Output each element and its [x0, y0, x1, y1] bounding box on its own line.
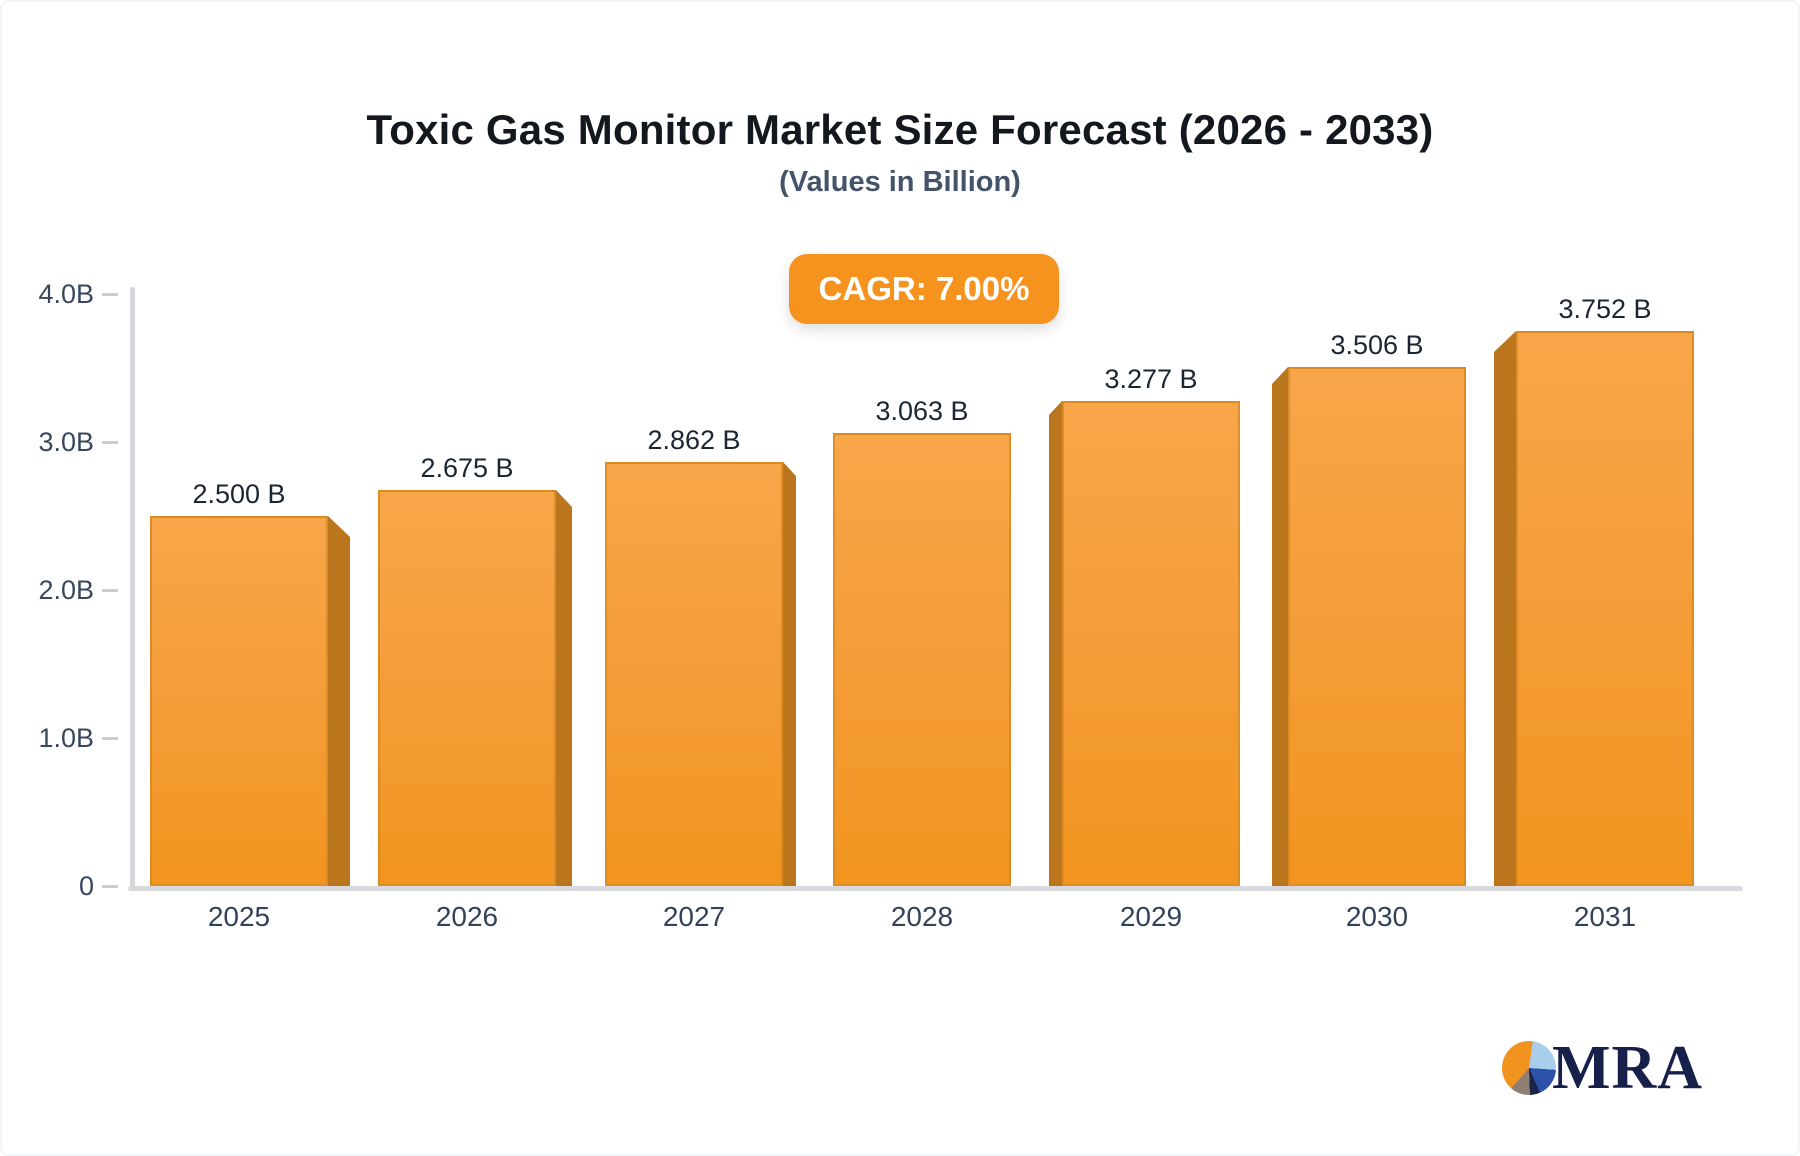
y-axis-tick-mark [102, 441, 118, 444]
bar-side-face [328, 516, 350, 886]
logo-text: MRA [1552, 1034, 1704, 1102]
x-axis-line [128, 886, 1743, 891]
bar-side-face [1049, 401, 1062, 886]
bar-side-face [1272, 367, 1288, 886]
bar [1062, 401, 1240, 886]
y-axis-tick-label: 3.0B [38, 427, 94, 457]
x-axis-label: 2031 [1573, 901, 1637, 932]
bar [378, 490, 556, 886]
bar-value-label: 2.675 B [420, 453, 514, 483]
x-axis-label: 2030 [1345, 901, 1409, 932]
y-axis-tick-mark [102, 293, 118, 296]
y-axis-tick-label: 2.0B [38, 575, 94, 605]
x-axis-label: 2029 [1119, 901, 1183, 932]
y-axis-tick-mark [102, 737, 118, 740]
bar [150, 516, 328, 886]
cagr-badge-label: CAGR: 7.00% [818, 270, 1030, 307]
bar-value-label: 3.752 B [1558, 294, 1652, 324]
x-axis-label: 2026 [435, 901, 499, 932]
y-axis-tick-mark [102, 589, 118, 592]
bar-value-label: 3.277 B [1104, 364, 1198, 394]
cagr-badge: CAGR: 7.00% [789, 254, 1059, 324]
bar-side-face [783, 462, 796, 886]
x-axis-label: 2025 [207, 901, 271, 932]
bar [833, 433, 1011, 886]
y-axis-tick-label: 0 [78, 871, 94, 901]
bar-value-label: 2.500 B [192, 479, 286, 509]
x-axis-label: 2028 [890, 901, 954, 932]
chart-title: Toxic Gas Monitor Market Size Forecast (… [366, 106, 1434, 153]
bar [1516, 331, 1694, 886]
bar-value-label: 3.506 B [1330, 330, 1424, 360]
bar-side-face [556, 490, 572, 886]
y-axis-tick-mark [102, 885, 118, 888]
pie-chart-icon [1502, 1041, 1556, 1095]
bar [1288, 367, 1466, 886]
x-axis-label: 2027 [662, 901, 726, 932]
bar-side-face [1494, 331, 1516, 886]
y-axis-tick-label: 1.0B [38, 723, 94, 753]
chart-subtitle: (Values in Billion) [779, 166, 1021, 198]
brand-logo: MRA [1502, 1036, 1703, 1100]
y-axis-line [130, 287, 135, 891]
bar-value-label: 3.063 B [875, 396, 969, 426]
bar [605, 462, 783, 886]
y-axis-tick-label: 4.0B [38, 279, 94, 309]
bar-value-label: 2.862 B [647, 425, 741, 455]
